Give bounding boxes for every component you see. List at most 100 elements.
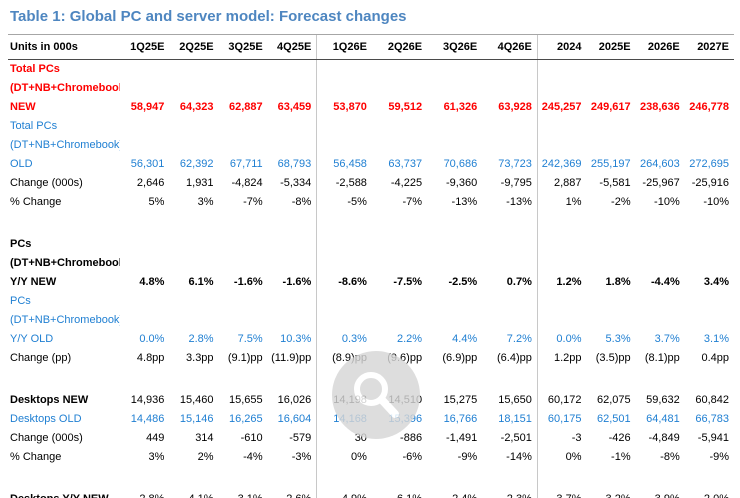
cell xyxy=(120,60,169,80)
cell xyxy=(482,136,537,155)
cell: 2.0% xyxy=(685,490,734,498)
cell xyxy=(372,60,427,80)
cell xyxy=(169,467,218,490)
cell xyxy=(219,368,268,391)
table-row: PCs xyxy=(8,292,734,311)
cell xyxy=(169,60,218,80)
cell: 66,783 xyxy=(695,413,729,425)
cell xyxy=(268,467,317,490)
cell xyxy=(169,254,218,273)
cell: 4.8% xyxy=(139,276,165,288)
row-label: Y/Y OLD xyxy=(10,333,54,345)
cell xyxy=(536,254,587,273)
row-label: PCs xyxy=(10,238,32,250)
cell: -1.6% xyxy=(282,276,312,288)
cell: 5.3% xyxy=(605,333,631,345)
cell xyxy=(268,136,317,155)
cell: 15,655 xyxy=(229,394,263,406)
cell: -9% xyxy=(709,451,729,463)
cell: -2.5% xyxy=(448,276,478,288)
cell xyxy=(219,235,268,254)
cell xyxy=(482,368,537,391)
cell xyxy=(120,311,169,330)
cell: 0.0% xyxy=(139,333,165,345)
cell xyxy=(636,79,685,98)
spacer-row xyxy=(8,467,734,490)
cell: -886 xyxy=(400,432,423,444)
cell xyxy=(586,368,635,391)
cell: -1,491 xyxy=(446,432,478,444)
cell: 70,686 xyxy=(443,158,478,170)
cell: -4.9% xyxy=(316,490,372,498)
cell xyxy=(427,292,482,311)
cell xyxy=(636,117,685,136)
cell xyxy=(372,117,427,136)
cell: 238,636 xyxy=(639,101,680,113)
cell: 264,603 xyxy=(639,158,680,170)
cell: 60,175 xyxy=(536,410,587,429)
cell: 1,931 xyxy=(186,177,214,189)
cell: -7% xyxy=(243,196,263,208)
row-label: % Change xyxy=(10,196,62,208)
cell xyxy=(268,235,317,254)
cell xyxy=(586,292,635,311)
column-header: 2026E xyxy=(635,34,685,60)
cell xyxy=(427,60,482,80)
table-row: (DT+NB+Chromebook) xyxy=(8,254,734,273)
cell xyxy=(316,254,372,273)
table-row: (DT+NB+Chromebook) xyxy=(8,136,734,155)
cell: (9.1)pp xyxy=(227,352,263,364)
cell: 64,323 xyxy=(179,101,214,113)
cell: 63,737 xyxy=(388,158,423,170)
table-body: Total PCs (DT+NB+Chromebook) NEW 58,947 64,3… xyxy=(8,59,734,498)
cell: -5,334 xyxy=(280,177,312,189)
cell: -2% xyxy=(611,196,631,208)
cell: -4.4% xyxy=(650,276,680,288)
cell: 59,632 xyxy=(646,394,680,406)
column-header: 1Q26E xyxy=(316,34,372,60)
cell xyxy=(316,292,372,311)
row-label: Total PCs xyxy=(10,63,60,75)
cell xyxy=(219,117,268,136)
table-row: Total PCs xyxy=(8,59,734,80)
cell xyxy=(482,467,537,490)
cell xyxy=(372,254,427,273)
cell xyxy=(427,254,482,273)
row-label: (DT+NB+Chromebook) xyxy=(10,257,121,269)
row-label: OLD xyxy=(10,158,33,170)
cell xyxy=(536,79,587,98)
cell: -8% xyxy=(291,196,312,208)
cell: 3% xyxy=(148,451,165,463)
cell xyxy=(685,79,734,98)
cell: (6.4)pp xyxy=(497,352,532,364)
cell: -10% xyxy=(703,196,729,208)
cell: 2,887 xyxy=(536,174,587,193)
cell xyxy=(169,368,218,391)
row-label: Desktops OLD xyxy=(10,413,82,425)
cell xyxy=(636,467,685,490)
column-header: 2024 xyxy=(536,34,587,60)
cell xyxy=(219,467,268,490)
cell: -2,501 xyxy=(500,432,532,444)
cell: 53,870 xyxy=(316,98,372,117)
cell: -8.6% xyxy=(316,273,372,292)
cell: 7.2% xyxy=(506,333,532,345)
cell xyxy=(120,368,169,391)
cell: -1.6% xyxy=(233,276,263,288)
cell: -9,795 xyxy=(500,177,532,189)
table-row: (DT+NB+Chromebook) xyxy=(8,79,734,98)
cell xyxy=(268,117,317,136)
table-row: Desktops Y/Y NEW2.8%4.1%3.1%2.6%-4.9%-6.… xyxy=(8,490,734,498)
row-label: % Change xyxy=(10,451,62,463)
cell: -9% xyxy=(457,451,478,463)
cell: -1% xyxy=(611,451,631,463)
cell: 3% xyxy=(197,196,214,208)
cell: 314 xyxy=(195,432,214,444)
cell xyxy=(268,79,317,98)
cell xyxy=(586,212,635,235)
cell: 2% xyxy=(197,451,214,463)
cell: -5,581 xyxy=(599,177,631,189)
cell xyxy=(120,79,169,98)
cell xyxy=(316,311,372,330)
cell: 245,257 xyxy=(536,98,587,117)
